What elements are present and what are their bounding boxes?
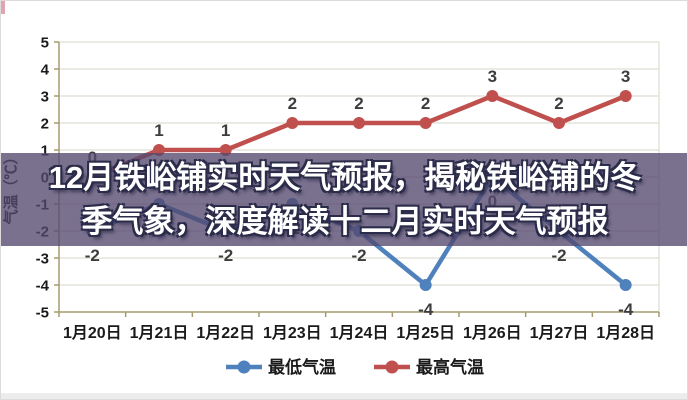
legend-marker-dot-1 bbox=[385, 360, 399, 374]
x-tick-label: 1月26日 bbox=[463, 324, 522, 342]
bottom-edge-strip bbox=[1, 393, 687, 399]
x-tick-label: 1月22日 bbox=[196, 324, 255, 342]
x-tick-label: 1月24日 bbox=[330, 324, 389, 342]
legend-label-0: 最低气温 bbox=[268, 357, 336, 377]
legend-marker-dot-0 bbox=[237, 360, 251, 374]
y-tick-label: 4 bbox=[41, 62, 50, 79]
y-tick-label: -5 bbox=[36, 305, 49, 322]
x-tick-label: 1月23日 bbox=[263, 324, 322, 342]
x-tick-label: 1月20日 bbox=[63, 324, 122, 342]
data-label: -2 bbox=[218, 246, 233, 265]
y-tick-label: -4 bbox=[36, 278, 50, 295]
x-tick-label: 1月27日 bbox=[530, 324, 589, 342]
data-point-0-5 bbox=[419, 279, 432, 291]
data-label: 1 bbox=[154, 121, 163, 140]
data-label: 2 bbox=[354, 94, 363, 113]
legend-label-1: 最高气温 bbox=[416, 357, 484, 377]
x-tick-label: 1月21日 bbox=[130, 324, 189, 342]
x-tick-label: 1月28日 bbox=[596, 324, 655, 342]
data-label: 3 bbox=[621, 67, 630, 86]
data-point-1-5 bbox=[419, 117, 432, 129]
headline-line-2: 季气象，深度解读十二月实时天气预报 bbox=[81, 203, 609, 239]
data-point-1-7 bbox=[553, 117, 565, 129]
y-tick-label: 5 bbox=[41, 35, 49, 52]
data-label: -2 bbox=[351, 246, 366, 265]
data-label: -2 bbox=[551, 246, 566, 265]
data-label: -2 bbox=[85, 246, 100, 265]
top-left-accent-mark bbox=[1, 1, 5, 14]
data-label: -4 bbox=[418, 300, 434, 319]
data-label: 2 bbox=[288, 94, 297, 113]
data-label: 1 bbox=[221, 121, 230, 140]
headline-overlay: 12月铁峪铺实时天气预报，揭秘铁峪铺的冬 季气象，深度解读十二月实时天气预报 bbox=[1, 153, 687, 246]
data-point-1-4 bbox=[353, 117, 365, 129]
data-label: 2 bbox=[554, 94, 563, 113]
y-tick-label: 3 bbox=[41, 89, 49, 106]
x-tick-label: 1月25日 bbox=[396, 324, 455, 342]
y-tick-label: -3 bbox=[36, 251, 49, 268]
data-point-1-8 bbox=[619, 90, 632, 102]
headline-line-1: 12月铁峪铺实时天气预报，揭秘铁峪铺的冬 bbox=[48, 159, 642, 195]
data-label: -4 bbox=[618, 300, 634, 319]
data-point-0-8 bbox=[619, 279, 632, 291]
data-label: 3 bbox=[488, 67, 497, 86]
data-label: 2 bbox=[421, 94, 430, 113]
y-tick-label: 1 bbox=[41, 143, 49, 160]
data-point-1-6 bbox=[486, 90, 499, 102]
data-point-1-3 bbox=[286, 117, 299, 129]
y-tick-label: 2 bbox=[41, 116, 49, 133]
